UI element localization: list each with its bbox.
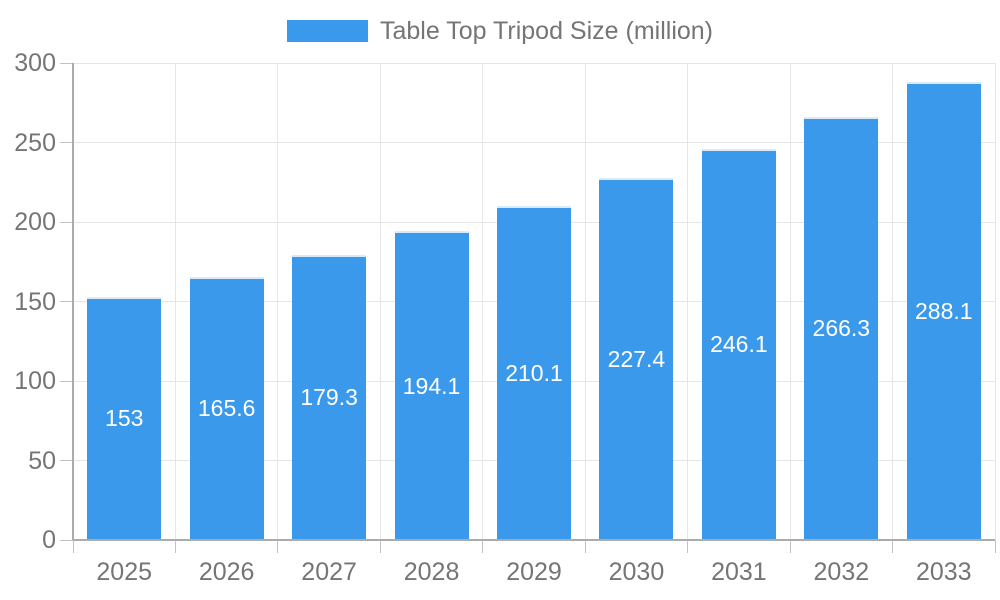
gridline-vertical: [892, 63, 894, 540]
y-tick-label: 100: [14, 367, 56, 395]
y-tick-label: 300: [14, 49, 56, 77]
x-tick-label: 2033: [915, 558, 972, 586]
bar[interactable]: [906, 81, 981, 540]
bar[interactable]: [292, 254, 367, 540]
gridline-horizontal: [73, 62, 995, 64]
x-tick-label: 2028: [403, 558, 460, 586]
x-axis-tick: [892, 540, 894, 553]
y-axis-tick: [60, 142, 73, 143]
y-axis-tick: [60, 62, 73, 64]
y-tick-label: 0: [42, 526, 56, 554]
x-axis-tick: [687, 540, 689, 553]
legend-label: Table Top Tripod Size (million): [379, 16, 714, 45]
y-axis-tick: [60, 221, 73, 223]
gridline-vertical: [379, 63, 381, 540]
bar[interactable]: [701, 148, 776, 540]
bar[interactable]: [394, 231, 469, 540]
x-tick-label: 2025: [96, 558, 153, 586]
x-tick-label: 2026: [198, 558, 255, 586]
x-axis-tick: [72, 540, 74, 553]
gridline-vertical: [482, 63, 484, 540]
x-axis-tick: [379, 540, 381, 553]
y-axis-line: [72, 63, 74, 540]
x-axis-tick: [994, 540, 996, 553]
y-tick-label: 150: [14, 287, 56, 316]
gridline-vertical: [994, 63, 996, 540]
bar[interactable]: [599, 178, 674, 540]
x-axis-tick: [174, 540, 176, 553]
bar[interactable]: [189, 276, 264, 540]
gridline-vertical: [174, 63, 176, 540]
x-tick-label: 2027: [301, 558, 357, 586]
bar[interactable]: [804, 116, 879, 540]
bar-value-label: 266.3: [812, 315, 871, 342]
gridline-horizontal: [73, 142, 995, 143]
bar-value-label: 194.1: [402, 372, 461, 399]
y-tick-label: 250: [14, 128, 56, 157]
legend-item[interactable]: Table Top Tripod Size (million): [0, 17, 1000, 45]
gridline-vertical: [789, 63, 791, 540]
bar-value-label: 210.1: [505, 359, 563, 386]
x-axis-tick: [789, 540, 791, 553]
y-axis-tick: [60, 460, 73, 461]
bar-value-label: 288.1: [914, 297, 973, 324]
bar[interactable]: [87, 296, 162, 540]
y-tick-label: 200: [14, 208, 56, 236]
x-tick-label: 2032: [813, 558, 870, 586]
x-axis-line: [73, 539, 995, 541]
y-axis-tick: [60, 539, 73, 541]
bar-value-label: 153: [105, 405, 144, 432]
x-axis-tick: [482, 540, 484, 553]
y-axis-tick: [60, 380, 73, 382]
bar-value-label: 227.4: [607, 346, 666, 373]
x-tick-label: 2031: [711, 558, 767, 586]
y-tick-label: 50: [28, 446, 56, 475]
bar-value-label: 179.3: [300, 384, 358, 411]
y-axis-tick: [60, 301, 73, 302]
legend-swatch: [286, 20, 368, 42]
x-tick-label: 2029: [506, 558, 562, 586]
x-axis-tick: [277, 540, 279, 553]
x-tick-label: 2030: [608, 558, 665, 586]
bar[interactable]: [497, 205, 571, 540]
bar-value-label: 246.1: [710, 331, 768, 358]
bar-value-label: 165.6: [197, 395, 256, 422]
gridline-vertical: [277, 63, 279, 540]
x-axis-tick: [584, 540, 586, 553]
gridline-vertical: [687, 63, 689, 540]
gridline-vertical: [584, 63, 586, 540]
